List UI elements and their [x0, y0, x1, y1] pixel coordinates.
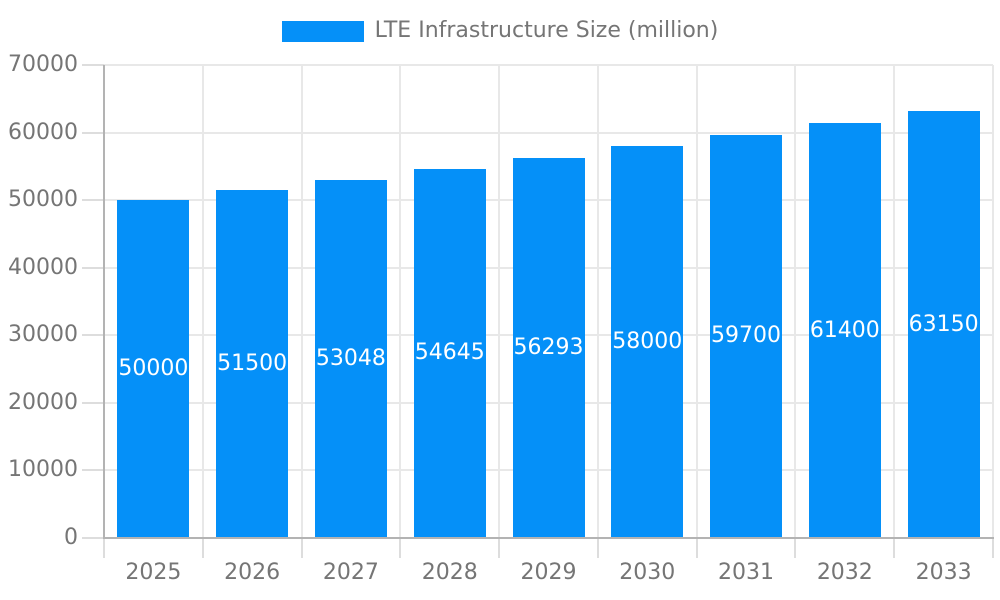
y-axis-tick	[82, 199, 104, 202]
bar-value-label: 56293	[513, 334, 584, 360]
gridline-horizontal	[104, 64, 993, 66]
x-axis-tick	[992, 538, 994, 558]
gridline-vertical	[399, 65, 402, 538]
bar-value-label: 61400	[809, 317, 880, 343]
y-axis-tick	[82, 537, 104, 539]
bar[interactable]	[216, 190, 289, 538]
x-axis-tick	[300, 538, 303, 558]
gridline-vertical	[794, 65, 797, 538]
y-axis-label: 30000	[8, 322, 78, 348]
y-axis-tick	[82, 64, 104, 66]
bar[interactable]	[413, 168, 486, 538]
gridline-vertical	[596, 65, 599, 538]
gridline-vertical	[992, 65, 994, 538]
bar[interactable]	[907, 111, 980, 538]
x-axis-line	[103, 537, 994, 539]
y-axis-label: 70000	[8, 52, 78, 77]
y-axis-tick	[82, 131, 104, 134]
y-axis-tick	[82, 334, 104, 337]
bar-value-label: 50000	[118, 356, 189, 382]
y-axis-label: 20000	[8, 389, 78, 415]
y-axis-label: 10000	[8, 457, 78, 483]
gridline-vertical	[201, 65, 204, 538]
bar[interactable]	[808, 123, 881, 538]
x-axis-tick	[794, 538, 797, 558]
x-axis-label: 2027	[322, 560, 379, 585]
y-axis-tick	[82, 469, 104, 472]
x-axis-label: 2025	[125, 560, 182, 585]
bar-value-label: 51500	[217, 351, 288, 376]
legend-label: LTE Infrastructure Size (million)	[374, 18, 719, 43]
y-axis-tick	[82, 266, 104, 269]
x-axis-label: 2028	[421, 560, 478, 585]
x-axis-tick	[498, 538, 501, 558]
y-axis-tick	[82, 401, 104, 404]
legend-swatch	[281, 20, 364, 42]
x-axis-label: 2030	[619, 560, 676, 585]
bar[interactable]	[611, 146, 684, 538]
y-axis-line	[103, 65, 105, 539]
x-axis-tick	[201, 538, 204, 558]
x-axis-tick	[695, 538, 698, 558]
gridline-vertical	[893, 65, 896, 538]
bar-value-label: 54645	[414, 340, 485, 366]
y-axis-label: 60000	[8, 119, 78, 145]
bar[interactable]	[314, 179, 387, 538]
gridline-vertical	[498, 65, 501, 538]
legend[interactable]: LTE Infrastructure Size (million)	[0, 18, 1000, 44]
x-axis-tick	[596, 538, 599, 558]
x-axis-tick	[893, 538, 896, 558]
y-axis-label: 0	[64, 525, 78, 550]
x-axis-label: 2033	[915, 560, 972, 585]
x-axis-label: 2031	[718, 560, 775, 585]
gridline-vertical	[695, 65, 698, 538]
gridline-horizontal	[104, 131, 993, 134]
bar[interactable]	[710, 134, 783, 538]
x-axis-tick	[103, 538, 105, 558]
x-axis-label: 2029	[520, 560, 577, 585]
bar-value-label: 59700	[711, 323, 782, 349]
x-axis-label: 2026	[224, 560, 281, 585]
y-axis-label: 40000	[8, 254, 78, 280]
gridline-vertical	[300, 65, 303, 538]
bar-value-label: 53048	[315, 345, 386, 371]
y-axis-label: 50000	[8, 187, 78, 213]
x-axis-label: 2032	[816, 560, 873, 585]
bar[interactable]	[117, 200, 190, 538]
x-axis-tick	[399, 538, 402, 558]
bar-value-label: 63150	[908, 311, 979, 337]
bar[interactable]	[512, 157, 585, 538]
bar-value-label: 58000	[612, 329, 683, 355]
